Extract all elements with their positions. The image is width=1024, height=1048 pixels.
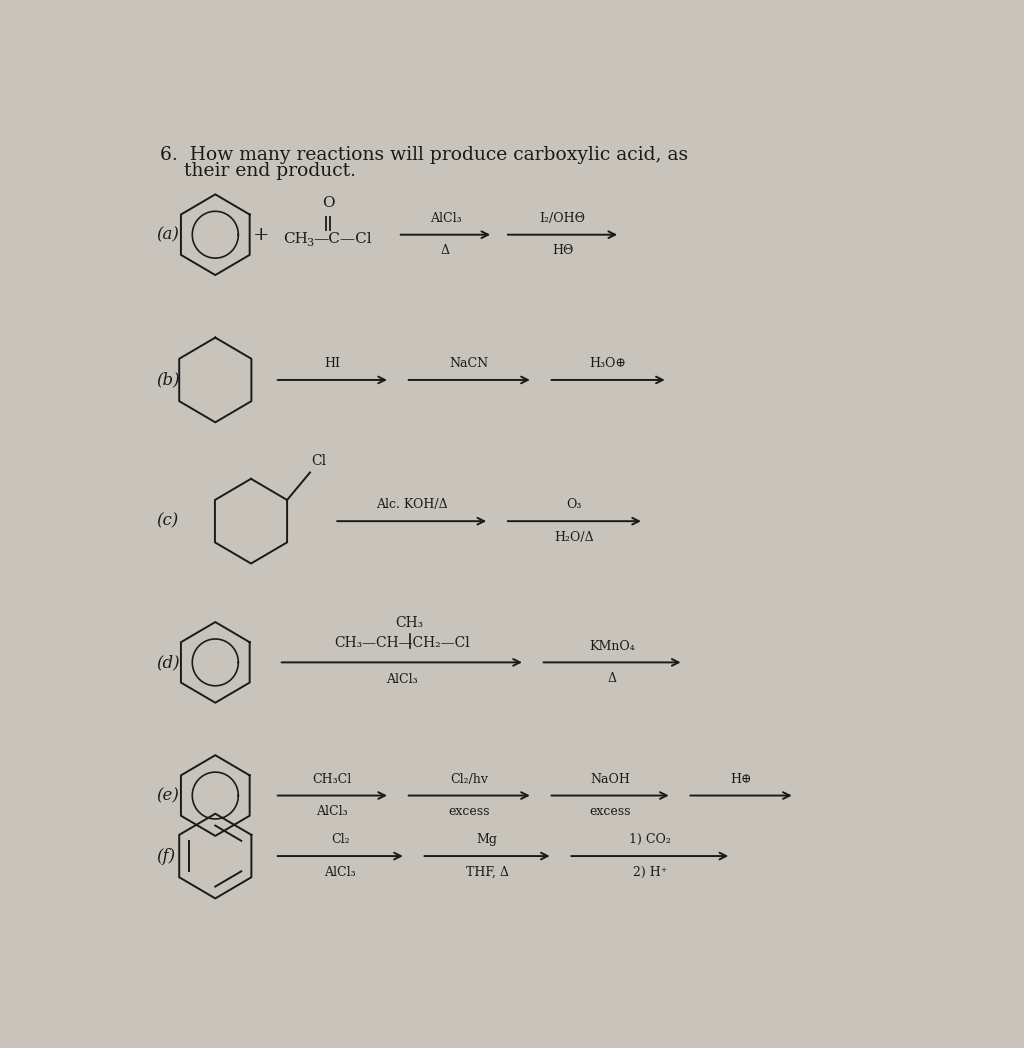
Text: CH₃: CH₃: [395, 616, 424, 630]
Text: excess: excess: [449, 805, 490, 818]
Text: Δ: Δ: [607, 672, 616, 685]
Text: (c): (c): [156, 512, 178, 529]
Text: Mg: Mg: [476, 833, 498, 847]
Text: (a): (a): [156, 226, 178, 243]
Text: Alc. KOH/Δ: Alc. KOH/Δ: [376, 499, 447, 511]
Text: 2) H⁺: 2) H⁺: [633, 866, 667, 878]
Text: their end product.: their end product.: [160, 162, 355, 180]
Text: Cl₂: Cl₂: [331, 833, 349, 847]
Text: AlCl₃: AlCl₃: [430, 212, 461, 225]
Text: HI: HI: [325, 357, 340, 370]
Text: +: +: [253, 225, 269, 244]
Text: CH₃—CH—CH₂—Cl: CH₃—CH—CH₂—Cl: [334, 636, 470, 650]
Text: (e): (e): [156, 787, 178, 804]
Text: NaCN: NaCN: [450, 357, 488, 370]
Text: O₃: O₃: [566, 499, 582, 511]
Text: CH: CH: [283, 232, 307, 245]
Text: 3: 3: [306, 238, 313, 247]
Text: Cl₂/hv: Cl₂/hv: [451, 772, 488, 786]
Text: —C—Cl: —C—Cl: [313, 232, 372, 245]
Text: AlCl₃: AlCl₃: [386, 673, 418, 685]
Text: 6.  How many reactions will produce carboxylic acid, as: 6. How many reactions will produce carbo…: [160, 146, 688, 163]
Text: Cl: Cl: [311, 455, 327, 468]
Text: I₂/OHΘ: I₂/OHΘ: [540, 212, 586, 225]
Text: Δ: Δ: [441, 244, 450, 258]
Text: O: O: [323, 196, 335, 211]
Text: KMnO₄: KMnO₄: [589, 639, 635, 653]
Text: NaOH: NaOH: [590, 772, 630, 786]
Text: AlCl₃: AlCl₃: [325, 866, 356, 878]
Text: H⊕: H⊕: [730, 772, 752, 786]
Text: (d): (d): [156, 654, 179, 671]
Text: THF, Δ: THF, Δ: [466, 866, 509, 878]
Text: CH₃Cl: CH₃Cl: [312, 772, 352, 786]
Text: H₃O⊕: H₃O⊕: [590, 357, 627, 370]
Text: (f): (f): [156, 848, 175, 865]
Text: excess: excess: [590, 805, 631, 818]
Text: (b): (b): [156, 371, 179, 389]
Text: H₂O/Δ: H₂O/Δ: [555, 531, 594, 544]
Text: AlCl₃: AlCl₃: [316, 805, 348, 818]
Text: 1) CO₂: 1) CO₂: [629, 833, 671, 847]
Text: HΘ: HΘ: [552, 244, 573, 258]
